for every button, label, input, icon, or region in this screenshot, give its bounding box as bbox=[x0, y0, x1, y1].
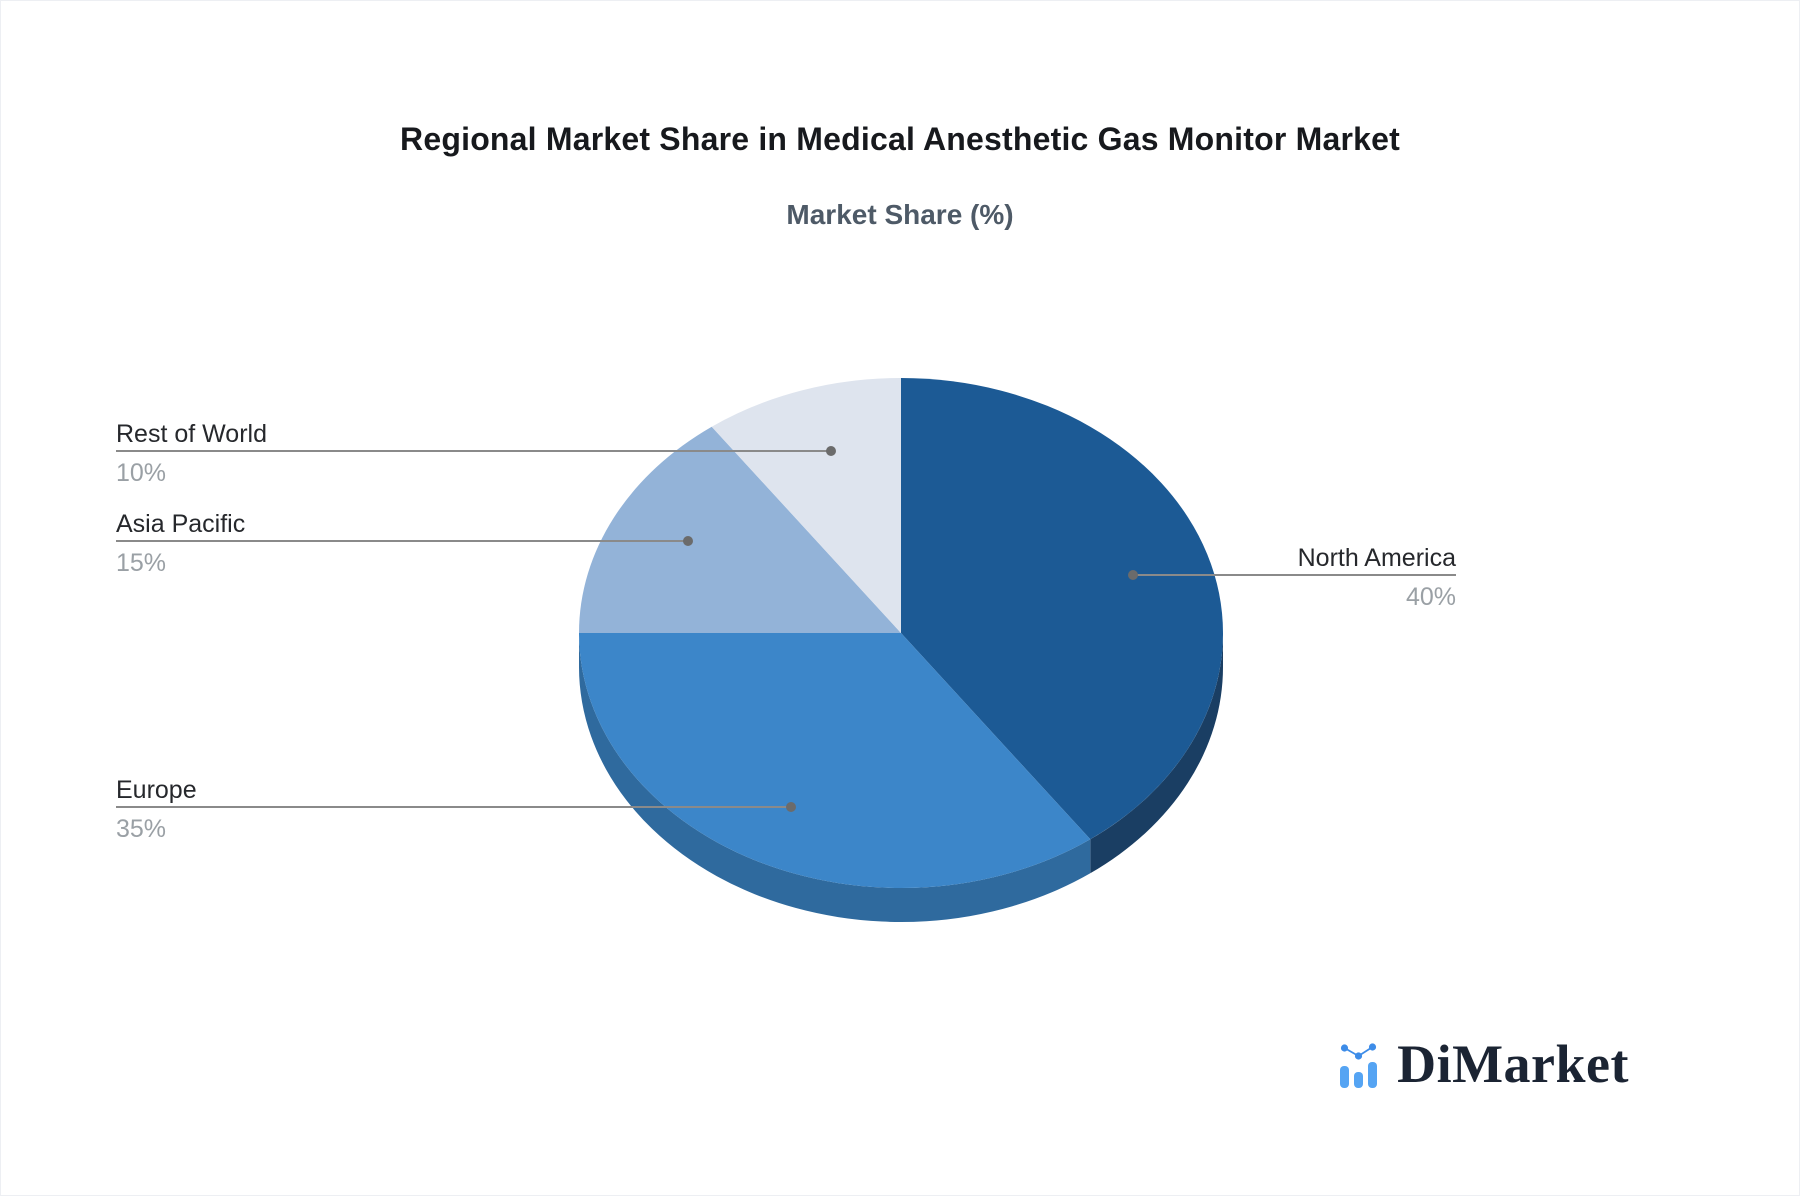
logo-bar-3 bbox=[1368, 1062, 1378, 1088]
callout-dot-asia-pacific bbox=[683, 536, 693, 546]
pie-slice-side-europe bbox=[579, 633, 1091, 922]
callout-label-europe: Europe bbox=[116, 776, 197, 804]
logo-dot-1 bbox=[1340, 1044, 1349, 1052]
logo-bar-2 bbox=[1354, 1072, 1364, 1088]
logo-bar-1 bbox=[1340, 1066, 1350, 1088]
logo-text: DiMarket bbox=[1397, 1034, 1629, 1094]
callout-label-rest-of-world: Rest of World bbox=[116, 420, 267, 448]
pie-slice-europe[interactable] bbox=[579, 633, 1091, 888]
callout-value-north-america: 40% bbox=[1406, 583, 1456, 611]
callout-label-north-america: North America bbox=[1298, 544, 1456, 572]
mini-bar-line-chart-icon bbox=[1340, 1043, 1378, 1088]
callout-value-europe: 35% bbox=[116, 815, 166, 843]
pie-slice-side-north-america bbox=[1090, 633, 1223, 874]
callout-value-asia-pacific: 15% bbox=[116, 549, 166, 577]
callout-dot-rest-of-world bbox=[826, 446, 836, 456]
pie-slice-north-america[interactable] bbox=[901, 378, 1223, 840]
logo-dot-3 bbox=[1368, 1043, 1377, 1051]
callout-value-rest-of-world: 10% bbox=[116, 459, 166, 487]
brand-logo: DiMarket bbox=[1339, 1037, 1629, 1091]
logo-dot-2 bbox=[1354, 1052, 1363, 1060]
callout-dot-europe bbox=[786, 802, 796, 812]
callout-label-asia-pacific: Asia Pacific bbox=[116, 510, 245, 538]
pie-slice-asia-pacific[interactable] bbox=[579, 426, 901, 633]
chart-title: Regional Market Share in Medical Anesthe… bbox=[400, 121, 1400, 157]
pie-slice-rest-of-world[interactable] bbox=[711, 378, 901, 633]
callout-dot-north-america bbox=[1128, 570, 1138, 580]
chart-subtitle: Market Share (%) bbox=[786, 199, 1014, 230]
